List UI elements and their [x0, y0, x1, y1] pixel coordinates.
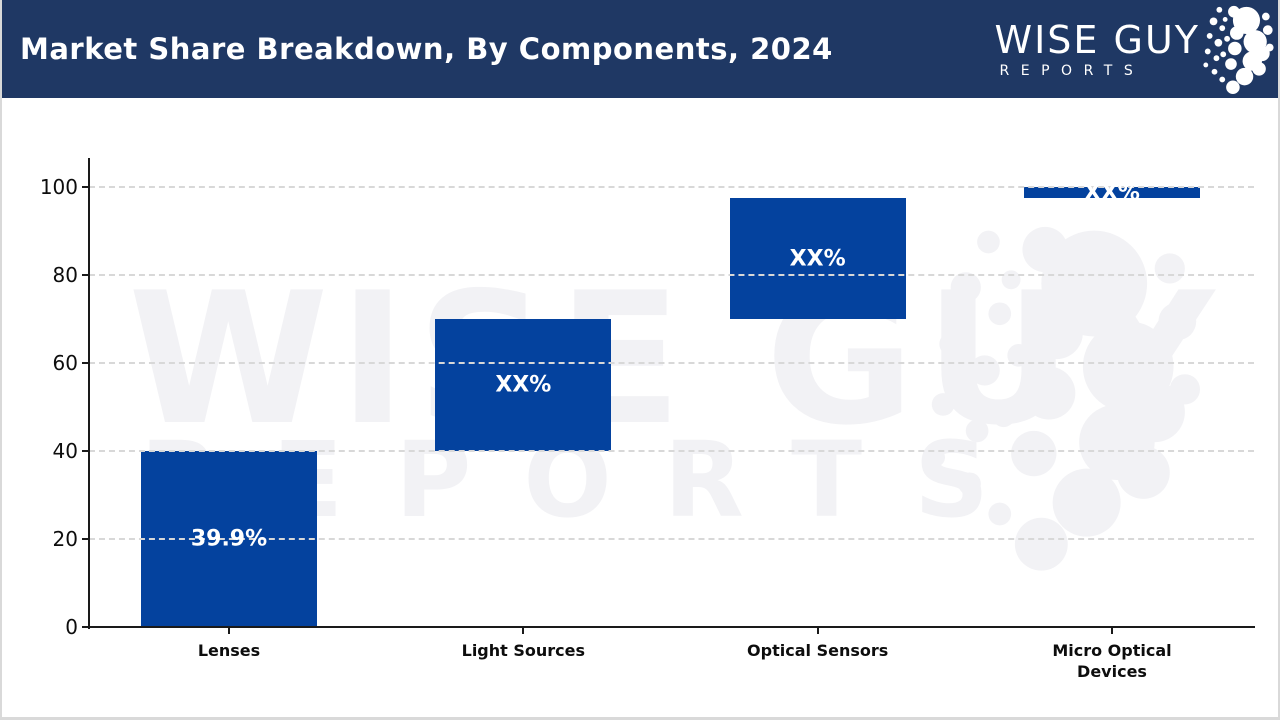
bar-optical-sensors: [729, 198, 906, 319]
wiseguy-face-logo-icon: [1203, 5, 1274, 95]
bar-lenses: [141, 451, 317, 627]
wiseguy-logo-text: WISE GUY REPORTS: [995, 21, 1200, 78]
logo-subtitle: REPORTS: [999, 62, 1145, 79]
bar-micro-optical-devices: [1023, 187, 1200, 199]
bar-light-sources: [435, 319, 612, 452]
wiseguy-logo: WISE GUY REPORTS: [995, 3, 1274, 95]
page-title: Market Share Breakdown, By Components, 2…: [20, 32, 833, 66]
header: Market Share Breakdown, By Components, 2…: [0, 0, 1280, 98]
logo-wordmark: WISE GUY: [994, 17, 1200, 62]
